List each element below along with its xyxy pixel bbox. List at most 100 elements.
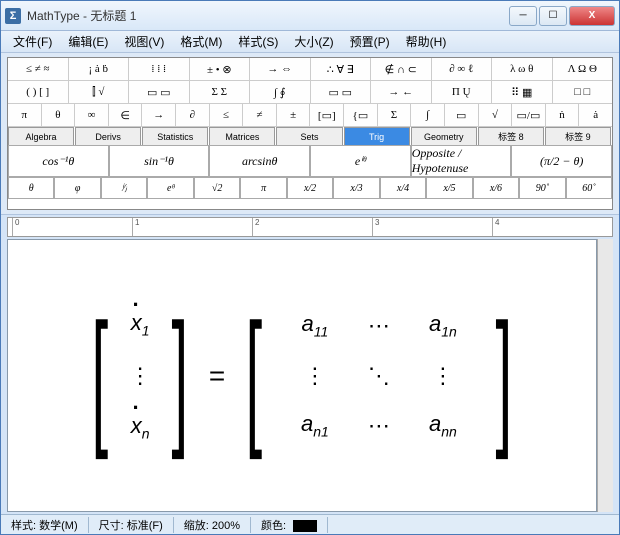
tab-geometry[interactable]: Geometry: [411, 127, 477, 145]
vertical-scrollbar[interactable]: [597, 239, 613, 512]
function-cell[interactable]: √2: [194, 177, 240, 199]
left-bracket-icon: [: [246, 316, 263, 436]
menu-item[interactable]: 文件(F): [5, 31, 60, 52]
symbol-cell[interactable]: ⠿ ▦: [492, 81, 553, 103]
symbol-cell[interactable]: → ⇔: [250, 58, 311, 80]
ruler-mark: 2: [252, 218, 259, 236]
symbol-cell[interactable]: {▭: [344, 104, 378, 126]
symbol-cell[interactable]: ȧ: [579, 104, 612, 126]
menu-item[interactable]: 样式(S): [230, 31, 286, 52]
matrix-entry: ⋱: [368, 363, 390, 389]
symbol-cell[interactable]: ∈: [109, 104, 143, 126]
function-cell[interactable]: (π/2 − θ): [511, 145, 612, 177]
symbol-cell[interactable]: ( ) [ ]: [8, 81, 69, 103]
maximize-button[interactable]: ☐: [539, 6, 567, 26]
function-cell[interactable]: θ: [8, 177, 54, 199]
symbol-cell[interactable]: ∫ ∮: [250, 81, 311, 103]
function-cell[interactable]: arcsinθ: [209, 145, 310, 177]
function-cell[interactable]: cos⁻¹θ: [8, 145, 109, 177]
symbol-cell[interactable]: ▭/▭: [512, 104, 546, 126]
tab-algebra[interactable]: Algebra: [8, 127, 74, 145]
tab-trig[interactable]: Trig: [344, 127, 410, 145]
vector-entry: ⋮: [129, 363, 151, 389]
symbol-cell[interactable]: ṅ: [546, 104, 580, 126]
symbol-cell[interactable]: ⫿ √: [69, 81, 130, 103]
symbol-cell[interactable]: ∉ ∩ ⊂: [371, 58, 432, 80]
function-cell[interactable]: x/5: [426, 177, 472, 199]
menu-item[interactable]: 预置(P): [342, 31, 398, 52]
toolbar-area: ≤ ≠ ≈¡ ȧ ḃ⁞ ⁞ ⁞± • ⊗→ ⇔∴ ∀ ∃∉ ∩ ⊂∂ ∞ ℓλ …: [1, 53, 619, 215]
ruler: 01234: [7, 217, 613, 237]
symbol-cell[interactable]: ∂: [176, 104, 210, 126]
vector-entry: xn: [131, 413, 150, 441]
menu-item[interactable]: 大小(Z): [286, 31, 341, 52]
function-cell[interactable]: Opposite / Hypotenuse: [411, 145, 512, 177]
symbol-cell[interactable]: ▭ ▭: [129, 81, 190, 103]
tab-标签 8[interactable]: 标签 8: [478, 127, 544, 145]
menu-item[interactable]: 视图(V): [116, 31, 172, 52]
tab-derivs[interactable]: Derivs: [75, 127, 141, 145]
status-size[interactable]: 尺寸: 标准(F): [89, 517, 174, 533]
symbol-cell[interactable]: π: [8, 104, 42, 126]
status-color-label: 颜色:: [261, 520, 286, 532]
status-zoom[interactable]: 缩放: 200%: [174, 517, 251, 533]
symbol-cell[interactable]: √: [479, 104, 513, 126]
symbol-cell[interactable]: ≤: [210, 104, 244, 126]
matrix-entry: ⋮: [304, 363, 326, 389]
symbol-cell[interactable]: ▭ ▭: [311, 81, 372, 103]
function-cell[interactable]: ⁱ⁄ⱼ: [101, 177, 147, 199]
function-cell[interactable]: x/4: [380, 177, 426, 199]
tab-标签 9[interactable]: 标签 9: [545, 127, 611, 145]
right-bracket-icon: ]: [495, 316, 512, 436]
function-cell[interactable]: 60˚: [566, 177, 612, 199]
function-cell[interactable]: φ: [54, 177, 100, 199]
symbol-cell[interactable]: ¡ ȧ ḃ: [69, 58, 130, 80]
symbol-cell[interactable]: ≤ ≠ ≈: [8, 58, 69, 80]
matrix-entry: a1n: [429, 311, 457, 339]
symbol-cell[interactable]: Π Ų: [432, 81, 493, 103]
symbol-cell[interactable]: ± • ⊗: [190, 58, 251, 80]
menu-item[interactable]: 编辑(E): [60, 31, 116, 52]
function-cell[interactable]: eᶿ: [147, 177, 193, 199]
function-cell[interactable]: π: [240, 177, 286, 199]
symbol-cell[interactable]: □ □: [553, 81, 613, 103]
function-cell[interactable]: eⁱᶿ: [310, 145, 411, 177]
function-cell[interactable]: 90˚: [519, 177, 565, 199]
symbol-cell[interactable]: Λ Ω Θ: [553, 58, 613, 80]
status-color[interactable]: 颜色:: [251, 517, 328, 533]
symbol-cell[interactable]: θ: [42, 104, 76, 126]
equation-editor[interactable]: [ x1⋮xn ] = [ a11⋯a1n⋮⋱⋮an1⋯ann ]: [7, 239, 597, 512]
tab-matrices[interactable]: Matrices: [209, 127, 275, 145]
matrix-entry: ann: [429, 411, 457, 439]
minimize-button[interactable]: ─: [509, 6, 537, 26]
symbol-cell[interactable]: λ ω θ: [492, 58, 553, 80]
symbol-cell[interactable]: ▭: [445, 104, 479, 126]
menu-item[interactable]: 帮助(H): [398, 31, 455, 52]
status-style[interactable]: 样式: 数学(M): [1, 517, 89, 533]
equation: [ x1⋮xn ] = [ a11⋯a1n⋮⋱⋮an1⋯ann ]: [79, 301, 524, 451]
symbol-cell[interactable]: [▭]: [310, 104, 344, 126]
ruler-mark: 1: [132, 218, 139, 236]
symbol-cell[interactable]: →: [142, 104, 176, 126]
function-cell[interactable]: x/2: [287, 177, 333, 199]
tab-statistics[interactable]: Statistics: [142, 127, 208, 145]
symbol-cell[interactable]: → ←: [371, 81, 432, 103]
symbol-cell[interactable]: ±: [277, 104, 311, 126]
tab-sets[interactable]: Sets: [276, 127, 342, 145]
close-button[interactable]: X: [569, 6, 615, 26]
symbol-cell[interactable]: Σ: [378, 104, 412, 126]
symbol-cell[interactable]: ⁞ ⁞ ⁞: [129, 58, 190, 80]
statusbar: 样式: 数学(M) 尺寸: 标准(F) 缩放: 200% 颜色:: [1, 514, 619, 534]
symbol-cell[interactable]: ∞: [75, 104, 109, 126]
menu-item[interactable]: 格式(M): [172, 31, 230, 52]
equals-sign: =: [209, 360, 225, 392]
symbol-cell[interactable]: ∫: [411, 104, 445, 126]
symbol-cell[interactable]: ∂ ∞ ℓ: [432, 58, 493, 80]
right-bracket-icon: ]: [172, 316, 189, 436]
symbol-cell[interactable]: ≠: [243, 104, 277, 126]
function-cell[interactable]: sin⁻¹θ: [109, 145, 210, 177]
symbol-cell[interactable]: ∴ ∀ ∃: [311, 58, 372, 80]
function-cell[interactable]: x/3: [333, 177, 379, 199]
symbol-cell[interactable]: Σ Σ: [190, 81, 251, 103]
function-cell[interactable]: x/6: [473, 177, 519, 199]
